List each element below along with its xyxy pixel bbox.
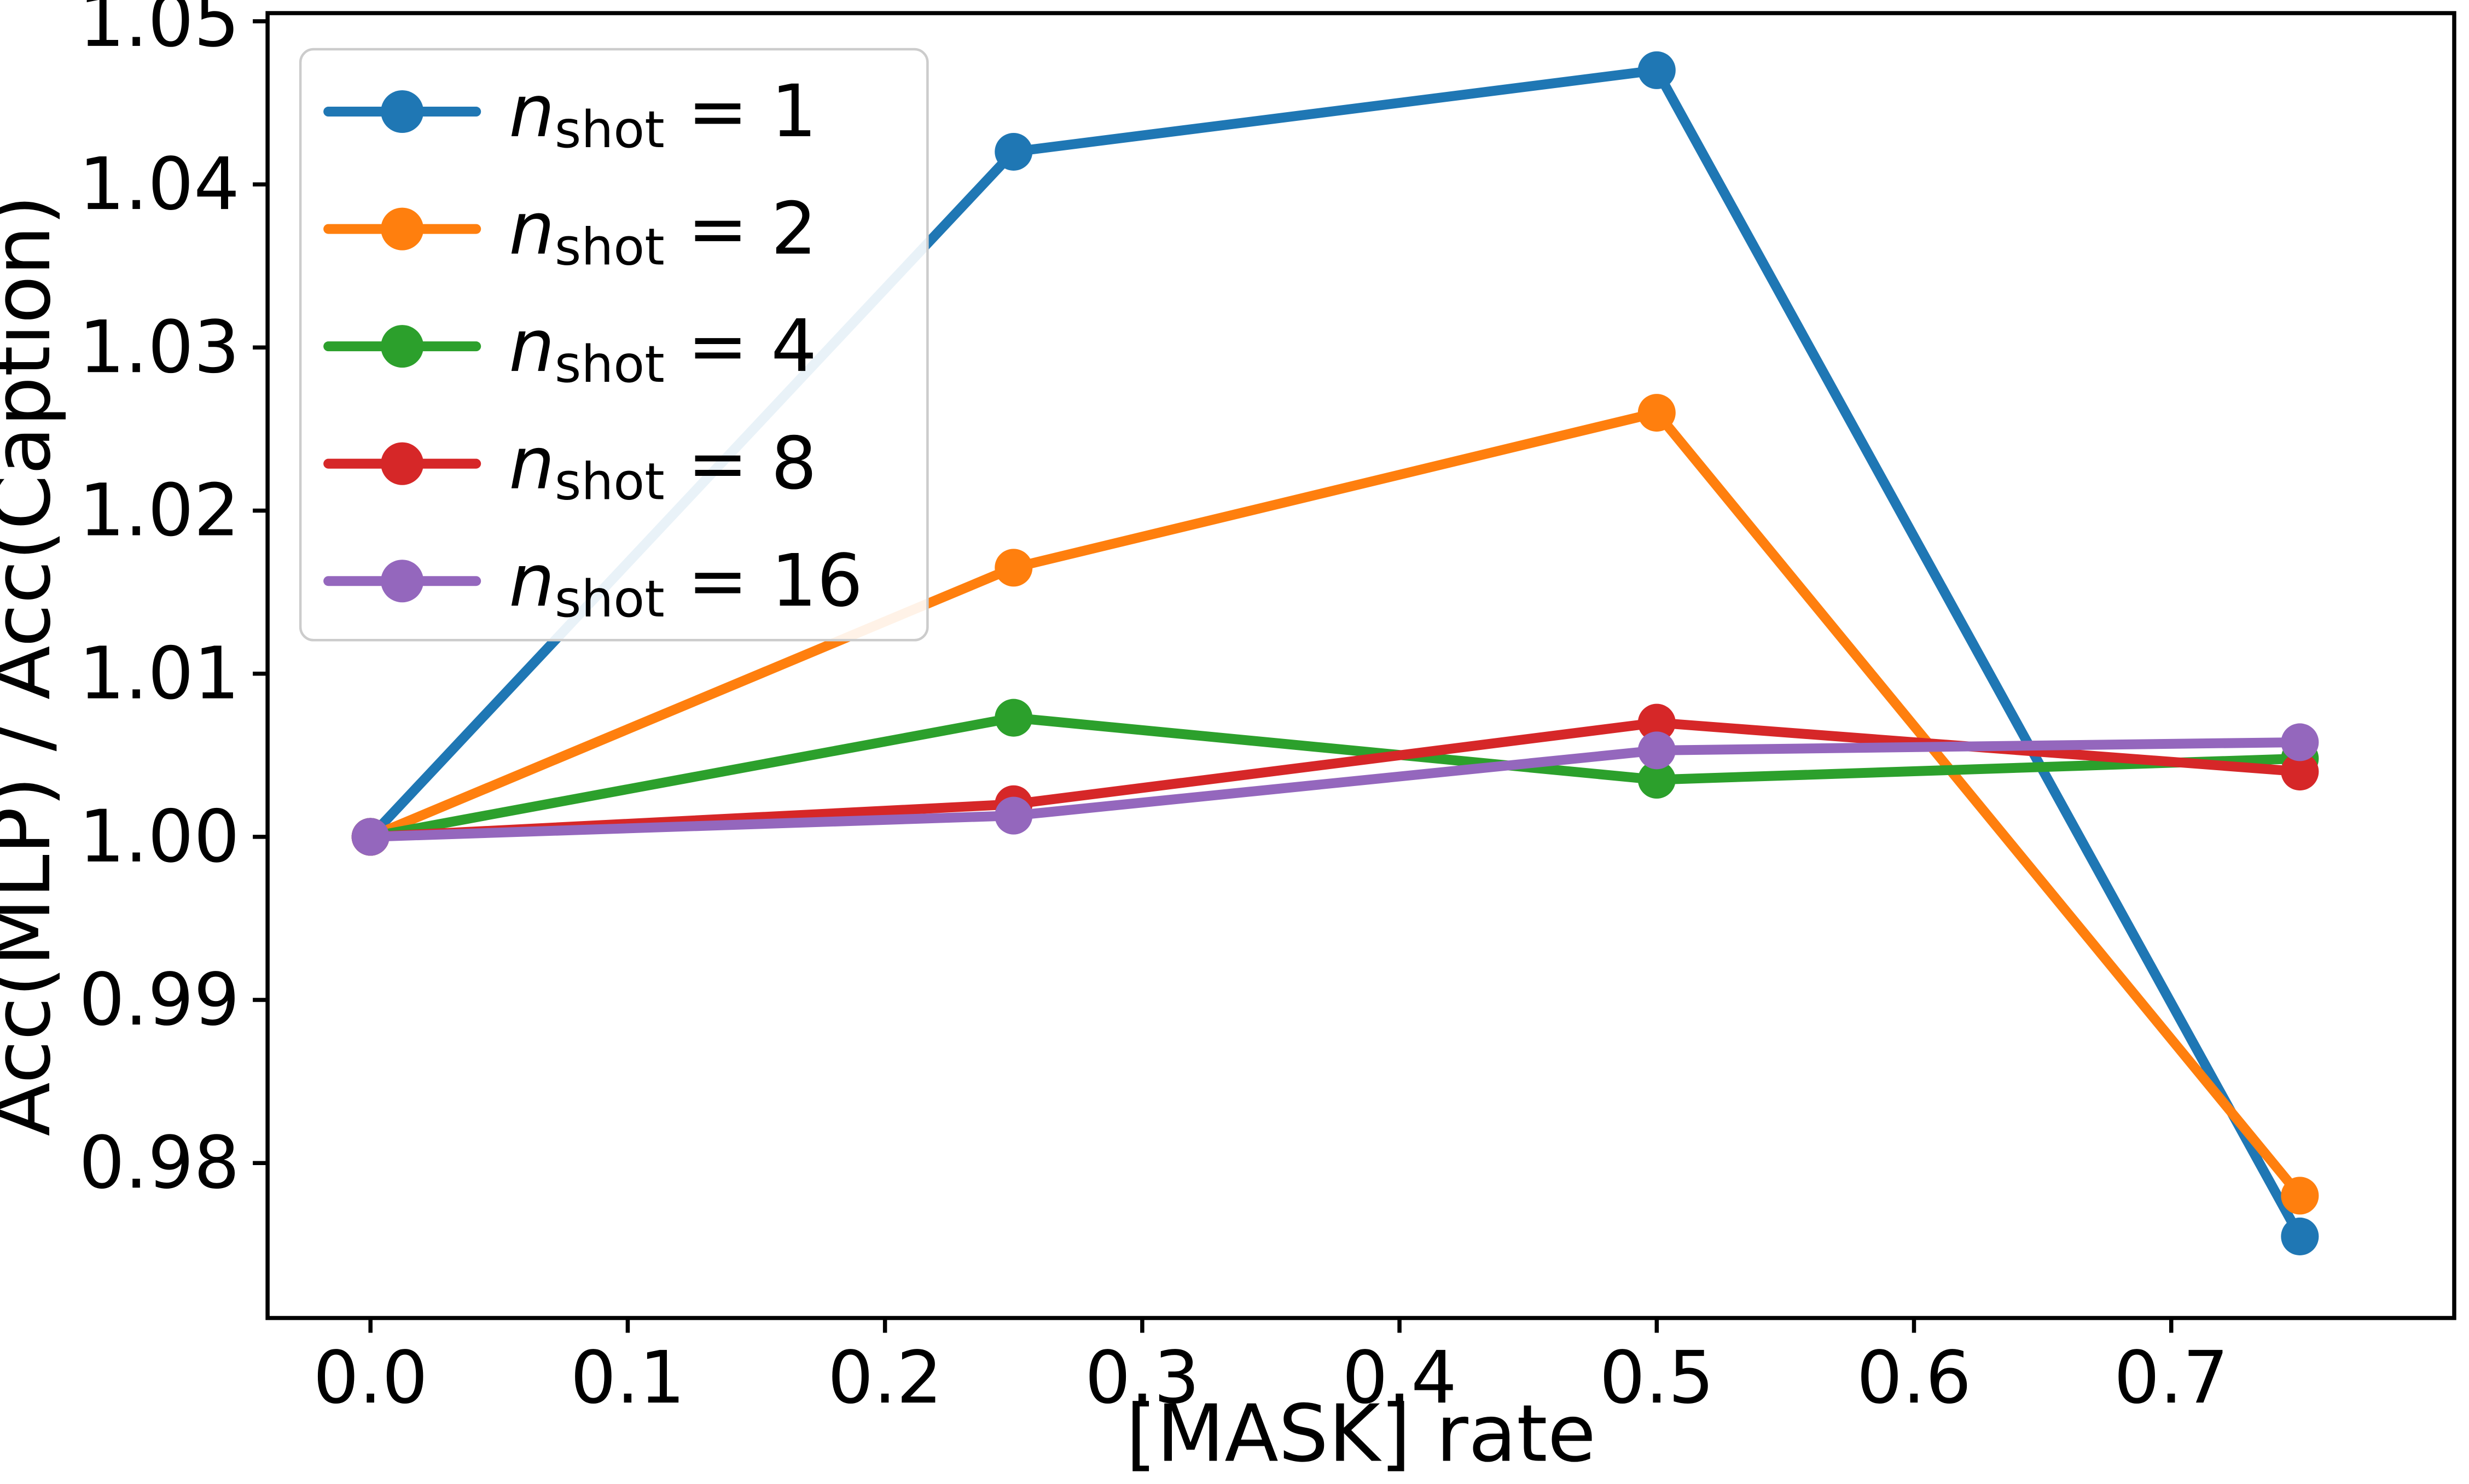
x-tick-label: 0.3 — [1085, 1336, 1200, 1420]
x-axis: 0.0 0.1 0.2 0.3 0.4 0.5 0.6 0.7 — [313, 1318, 2229, 1420]
axes-frame — [265, 11, 2456, 1320]
data-point — [1637, 394, 1676, 432]
legend: nshot = 1 nshot = 2 nshot = 4 nshot = 8 nsho… — [299, 48, 929, 642]
legend-label: nshot = 4 — [509, 304, 817, 394]
data-point — [2281, 1217, 2319, 1255]
data-point — [995, 549, 1033, 587]
data-point — [1637, 703, 1676, 742]
legend-marker — [381, 207, 424, 251]
legend-label: nshot = 8 — [509, 422, 817, 511]
x-tick-label: 0.6 — [1857, 1336, 1972, 1420]
data-point — [1637, 760, 1676, 799]
y-tick-label: 1.00 — [79, 795, 240, 879]
x-axis-label: [MASK] rate — [1126, 1388, 1596, 1480]
legend-label: nshot = 2 — [509, 187, 817, 277]
series-n-shot-16 — [351, 723, 2319, 856]
series-line — [365, 713, 2305, 842]
x-tick-label: 0.0 — [313, 1336, 428, 1420]
data-point — [2281, 753, 2319, 791]
legend-entry: nshot = 4 — [323, 304, 817, 394]
y-tick-label: 1.05 — [79, 0, 240, 63]
legend-marker — [381, 442, 424, 485]
data-point — [995, 699, 1033, 737]
legend-label: nshot = 1 — [509, 69, 817, 159]
data-point — [351, 818, 390, 856]
y-tick-label: 1.04 — [79, 142, 240, 226]
series-line — [365, 408, 2305, 1201]
legend-entry: nshot = 2 — [323, 187, 817, 277]
data-point — [2281, 723, 2319, 761]
x-tick-label: 0.1 — [570, 1336, 685, 1420]
legend-box — [299, 48, 929, 642]
data-point — [995, 796, 1033, 835]
y-axis-label: Acc(MLP) / Acc(Caption) — [0, 195, 68, 1136]
y-tick-label: 0.99 — [79, 958, 240, 1042]
x-tick-label: 0.5 — [1599, 1336, 1714, 1420]
y-tick-label: 1.01 — [79, 632, 240, 716]
data-point — [2281, 1177, 2319, 1215]
legend-entry: nshot = 1 — [323, 69, 817, 159]
data-point — [995, 132, 1033, 171]
legend-label: nshot = 16 — [509, 539, 863, 628]
y-tick-label: 1.03 — [79, 305, 240, 389]
y-tick-label: 0.98 — [79, 1121, 240, 1205]
x-tick-label: 0.2 — [828, 1336, 943, 1420]
legend-marker — [381, 560, 424, 603]
x-tick-label: 0.4 — [1342, 1336, 1457, 1420]
series-line — [365, 737, 2305, 842]
y-axis: 0.98 0.99 1.00 1.01 1.02 1.03 1.04 1.05 — [79, 0, 268, 1205]
data-point — [1637, 51, 1676, 89]
data-point — [1637, 731, 1676, 770]
legend-marker — [381, 325, 424, 368]
legend-entry: nshot = 8 — [323, 422, 817, 511]
x-tick-label: 0.7 — [2114, 1336, 2229, 1420]
y-tick-label: 1.02 — [79, 468, 240, 552]
legend-marker — [381, 90, 424, 133]
legend-entry: nshot = 16 — [323, 539, 863, 628]
